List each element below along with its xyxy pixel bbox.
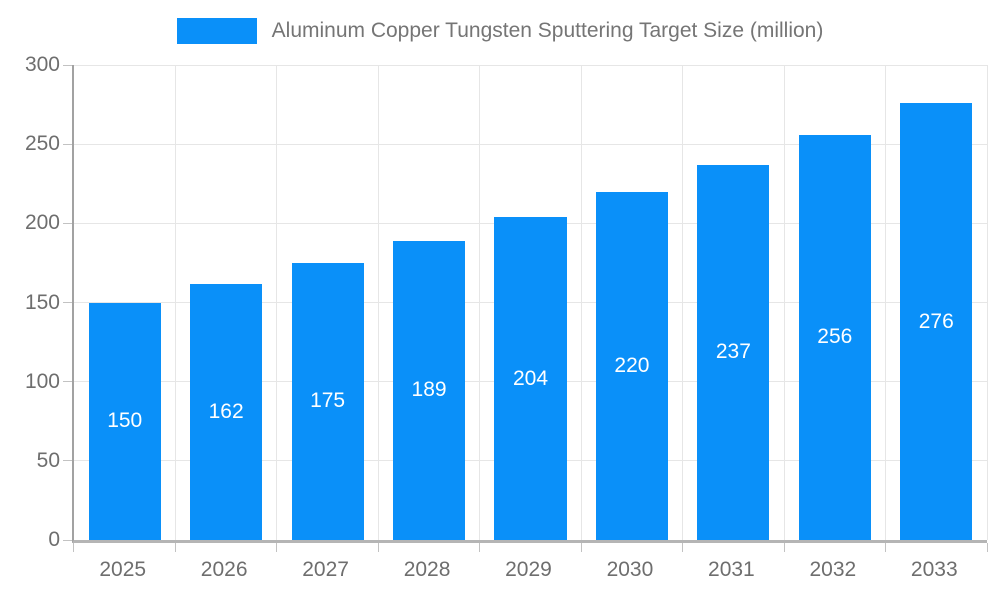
x-tick-label: 2026 bbox=[200, 558, 248, 581]
bar[interactable]: 237 bbox=[697, 164, 770, 540]
gridline-vertical bbox=[276, 65, 278, 540]
y-axis-tick bbox=[63, 64, 72, 66]
x-axis-tick bbox=[580, 543, 582, 552]
gridline-vertical bbox=[783, 65, 785, 540]
chart-legend[interactable]: Aluminum Copper Tungsten Sputtering Targ… bbox=[0, 16, 1000, 46]
x-axis-tick bbox=[986, 543, 988, 552]
bar-value-label: 237 bbox=[715, 340, 751, 364]
plot-area: 150 162 175 189 204 220 237 256 276 bbox=[63, 64, 988, 552]
x-tick-label: 2025 bbox=[99, 558, 147, 581]
y-axis-tick bbox=[63, 381, 72, 383]
y-tick-label: 300 bbox=[24, 53, 60, 76]
y-tick-label: 100 bbox=[24, 369, 60, 393]
gridline-vertical bbox=[580, 65, 582, 540]
y-axis-tick bbox=[63, 143, 72, 145]
gridline-vertical bbox=[885, 65, 887, 540]
bar-value-label: 175 bbox=[310, 389, 346, 413]
bar-value-label: 276 bbox=[918, 309, 954, 333]
y-tick-label: 250 bbox=[24, 132, 60, 156]
bar[interactable]: 162 bbox=[190, 283, 263, 540]
bar[interactable]: 256 bbox=[798, 134, 871, 540]
x-tick-label: 2027 bbox=[302, 558, 349, 581]
legend-label: Aluminum Copper Tungsten Sputtering Targ… bbox=[271, 19, 824, 42]
bar-value-label: 204 bbox=[512, 366, 549, 390]
x-axis-tick bbox=[73, 543, 74, 552]
x-tick-label: 2029 bbox=[505, 558, 552, 581]
x-axis-tick bbox=[783, 543, 785, 552]
x-tick-label: 2028 bbox=[403, 558, 451, 581]
gridline-horizontal bbox=[74, 64, 987, 66]
x-axis-tick bbox=[276, 543, 278, 552]
x-axis: 2025 2026 2027 2028 2029 2030 2031 2032 2033 bbox=[72, 558, 985, 588]
x-axis-tick bbox=[377, 543, 379, 552]
gridline-vertical bbox=[174, 65, 176, 540]
bar[interactable]: 175 bbox=[291, 262, 364, 540]
y-axis-tick bbox=[63, 539, 72, 541]
bar-value-label: 256 bbox=[817, 325, 853, 349]
bar[interactable]: 276 bbox=[900, 103, 973, 540]
gridline-vertical bbox=[377, 65, 379, 540]
x-axis-tick bbox=[174, 543, 176, 552]
y-tick-label: 150 bbox=[24, 290, 60, 314]
x-axis-tick bbox=[682, 543, 684, 552]
y-tick-label: 0 bbox=[48, 528, 60, 551]
bar[interactable]: 189 bbox=[393, 240, 466, 540]
gridline-vertical bbox=[986, 65, 988, 540]
x-tick-label: 2031 bbox=[708, 558, 755, 581]
bar-value-label: 162 bbox=[208, 399, 244, 423]
bar-value-label: 150 bbox=[107, 409, 143, 433]
y-axis-tick bbox=[63, 302, 72, 303]
bar[interactable]: 150 bbox=[88, 302, 161, 540]
y-axis: 0 50 100 150 200 250 300 bbox=[0, 53, 60, 551]
x-tick-label: 2032 bbox=[809, 558, 857, 581]
legend-swatch bbox=[176, 18, 257, 44]
y-tick-label: 50 bbox=[36, 448, 60, 472]
y-tick-label: 200 bbox=[24, 211, 60, 235]
x-tick-label: 2030 bbox=[606, 558, 654, 581]
gridline-vertical bbox=[682, 65, 684, 540]
bar[interactable]: 220 bbox=[595, 191, 668, 540]
y-axis-tick bbox=[63, 460, 72, 462]
bar[interactable]: 204 bbox=[494, 217, 567, 540]
y-axis-tick bbox=[63, 222, 72, 224]
x-tick-label: 2033 bbox=[910, 558, 958, 581]
bar-value-label: 189 bbox=[411, 378, 447, 402]
gridline-vertical bbox=[479, 65, 481, 540]
x-axis-tick bbox=[885, 543, 887, 552]
x-axis-tick bbox=[479, 543, 481, 552]
bar-value-label: 220 bbox=[614, 353, 650, 377]
